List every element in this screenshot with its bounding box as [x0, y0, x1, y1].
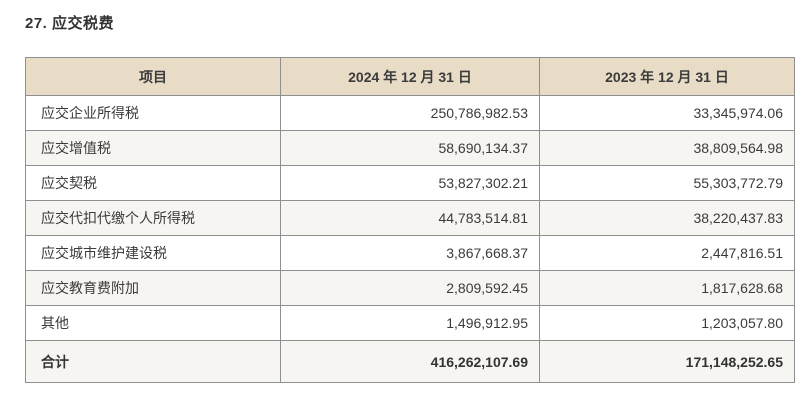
table-row: 应交代扣代缴个人所得税 44,783,514.81 38,220,437.83 [25, 200, 795, 236]
value-2023-cell: 1,203,057.80 [539, 305, 795, 341]
header-2024: 2024 年 12 月 31 日 [280, 57, 540, 96]
value-2024-cell: 250,786,982.53 [280, 95, 540, 131]
header-2023: 2023 年 12 月 31 日 [539, 57, 795, 96]
header-item: 项目 [25, 57, 281, 96]
value-2023-cell: 1,817,628.68 [539, 270, 795, 306]
item-cell: 应交企业所得税 [25, 95, 281, 131]
header-row: 项目 2024 年 12 月 31 日 2023 年 12 月 31 日 [25, 57, 795, 96]
item-cell: 应交契税 [25, 165, 281, 201]
table-body: 应交企业所得税 250,786,982.53 33,345,974.06 应交增… [25, 95, 795, 383]
table-header: 项目 2024 年 12 月 31 日 2023 年 12 月 31 日 [25, 57, 795, 96]
table-row: 应交教育费附加 2,809,592.45 1,817,628.68 [25, 270, 795, 306]
value-2024-cell: 53,827,302.21 [280, 165, 540, 201]
total-2023-cell: 171,148,252.65 [539, 340, 795, 383]
item-cell: 应交城市维护建设税 [25, 235, 281, 271]
total-label-cell: 合计 [25, 340, 281, 383]
total-2024-cell: 416,262,107.69 [280, 340, 540, 383]
table-row: 其他 1,496,912.95 1,203,057.80 [25, 305, 795, 341]
value-2024-cell: 3,867,668.37 [280, 235, 540, 271]
value-2024-cell: 1,496,912.95 [280, 305, 540, 341]
item-cell: 应交教育费附加 [25, 270, 281, 306]
table-row: 应交企业所得税 250,786,982.53 33,345,974.06 [25, 95, 795, 131]
item-cell: 应交代扣代缴个人所得税 [25, 200, 281, 236]
value-2024-cell: 44,783,514.81 [280, 200, 540, 236]
item-cell: 应交增值税 [25, 130, 281, 166]
value-2023-cell: 38,220,437.83 [539, 200, 795, 236]
taxes-payable-table: 项目 2024 年 12 月 31 日 2023 年 12 月 31 日 应交企… [25, 57, 795, 383]
value-2024-cell: 2,809,592.45 [280, 270, 540, 306]
value-2023-cell: 2,447,816.51 [539, 235, 795, 271]
table-row: 应交城市维护建设税 3,867,668.37 2,447,816.51 [25, 235, 795, 271]
total-row: 合计 416,262,107.69 171,148,252.65 [25, 340, 795, 383]
table-row: 应交契税 53,827,302.21 55,303,772.79 [25, 165, 795, 201]
section-title: 27. 应交税费 [25, 15, 115, 32]
item-cell: 其他 [25, 305, 281, 341]
table-row: 应交增值税 58,690,134.37 38,809,564.98 [25, 130, 795, 166]
value-2023-cell: 38,809,564.98 [539, 130, 795, 166]
value-2024-cell: 58,690,134.37 [280, 130, 540, 166]
value-2023-cell: 55,303,772.79 [539, 165, 795, 201]
value-2023-cell: 33,345,974.06 [539, 95, 795, 131]
